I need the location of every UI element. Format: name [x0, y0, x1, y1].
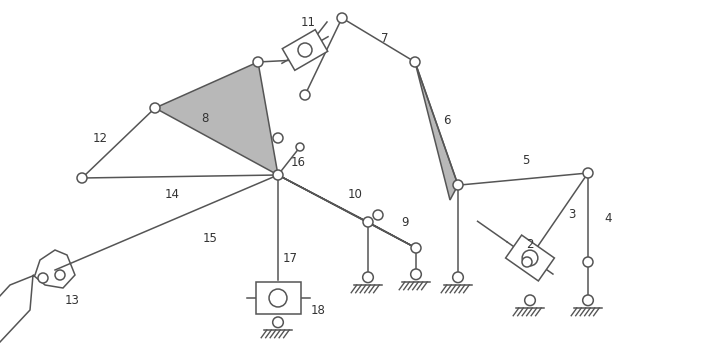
- Circle shape: [272, 317, 283, 328]
- Text: 8: 8: [201, 111, 209, 125]
- Circle shape: [55, 270, 65, 280]
- Circle shape: [410, 57, 420, 67]
- Circle shape: [522, 250, 538, 266]
- Circle shape: [253, 57, 263, 67]
- Circle shape: [583, 257, 593, 267]
- Circle shape: [296, 143, 304, 151]
- Circle shape: [453, 180, 463, 190]
- Polygon shape: [255, 282, 300, 314]
- Circle shape: [583, 168, 593, 178]
- Text: 12: 12: [92, 131, 108, 145]
- Circle shape: [411, 269, 422, 280]
- Text: 13: 13: [65, 293, 80, 307]
- Text: 14: 14: [164, 188, 179, 201]
- Polygon shape: [278, 175, 416, 248]
- Text: 15: 15: [203, 231, 217, 245]
- Text: 9: 9: [402, 216, 409, 228]
- Text: 6: 6: [443, 114, 451, 126]
- Polygon shape: [282, 30, 328, 70]
- Circle shape: [363, 272, 374, 283]
- Circle shape: [273, 170, 283, 180]
- Text: 4: 4: [604, 211, 612, 225]
- Text: 7: 7: [381, 31, 389, 45]
- Text: 16: 16: [290, 156, 305, 169]
- Text: 17: 17: [282, 251, 298, 265]
- Circle shape: [298, 43, 312, 57]
- Text: 3: 3: [569, 208, 576, 221]
- Polygon shape: [155, 62, 278, 175]
- Circle shape: [522, 257, 532, 267]
- Text: 5: 5: [522, 154, 530, 166]
- Polygon shape: [505, 235, 554, 281]
- Polygon shape: [415, 62, 458, 200]
- Polygon shape: [0, 250, 75, 342]
- Circle shape: [77, 173, 87, 183]
- Text: 18: 18: [310, 303, 326, 317]
- Circle shape: [452, 272, 463, 283]
- Text: 10: 10: [348, 188, 362, 201]
- Circle shape: [583, 295, 594, 306]
- Circle shape: [411, 243, 421, 253]
- Circle shape: [38, 273, 48, 283]
- Circle shape: [269, 289, 287, 307]
- Circle shape: [525, 295, 536, 306]
- Text: 11: 11: [300, 15, 315, 29]
- Circle shape: [373, 210, 383, 220]
- Circle shape: [337, 13, 347, 23]
- Circle shape: [150, 103, 160, 113]
- Circle shape: [273, 133, 283, 143]
- Text: 2: 2: [526, 238, 533, 251]
- Circle shape: [300, 90, 310, 100]
- Circle shape: [363, 217, 373, 227]
